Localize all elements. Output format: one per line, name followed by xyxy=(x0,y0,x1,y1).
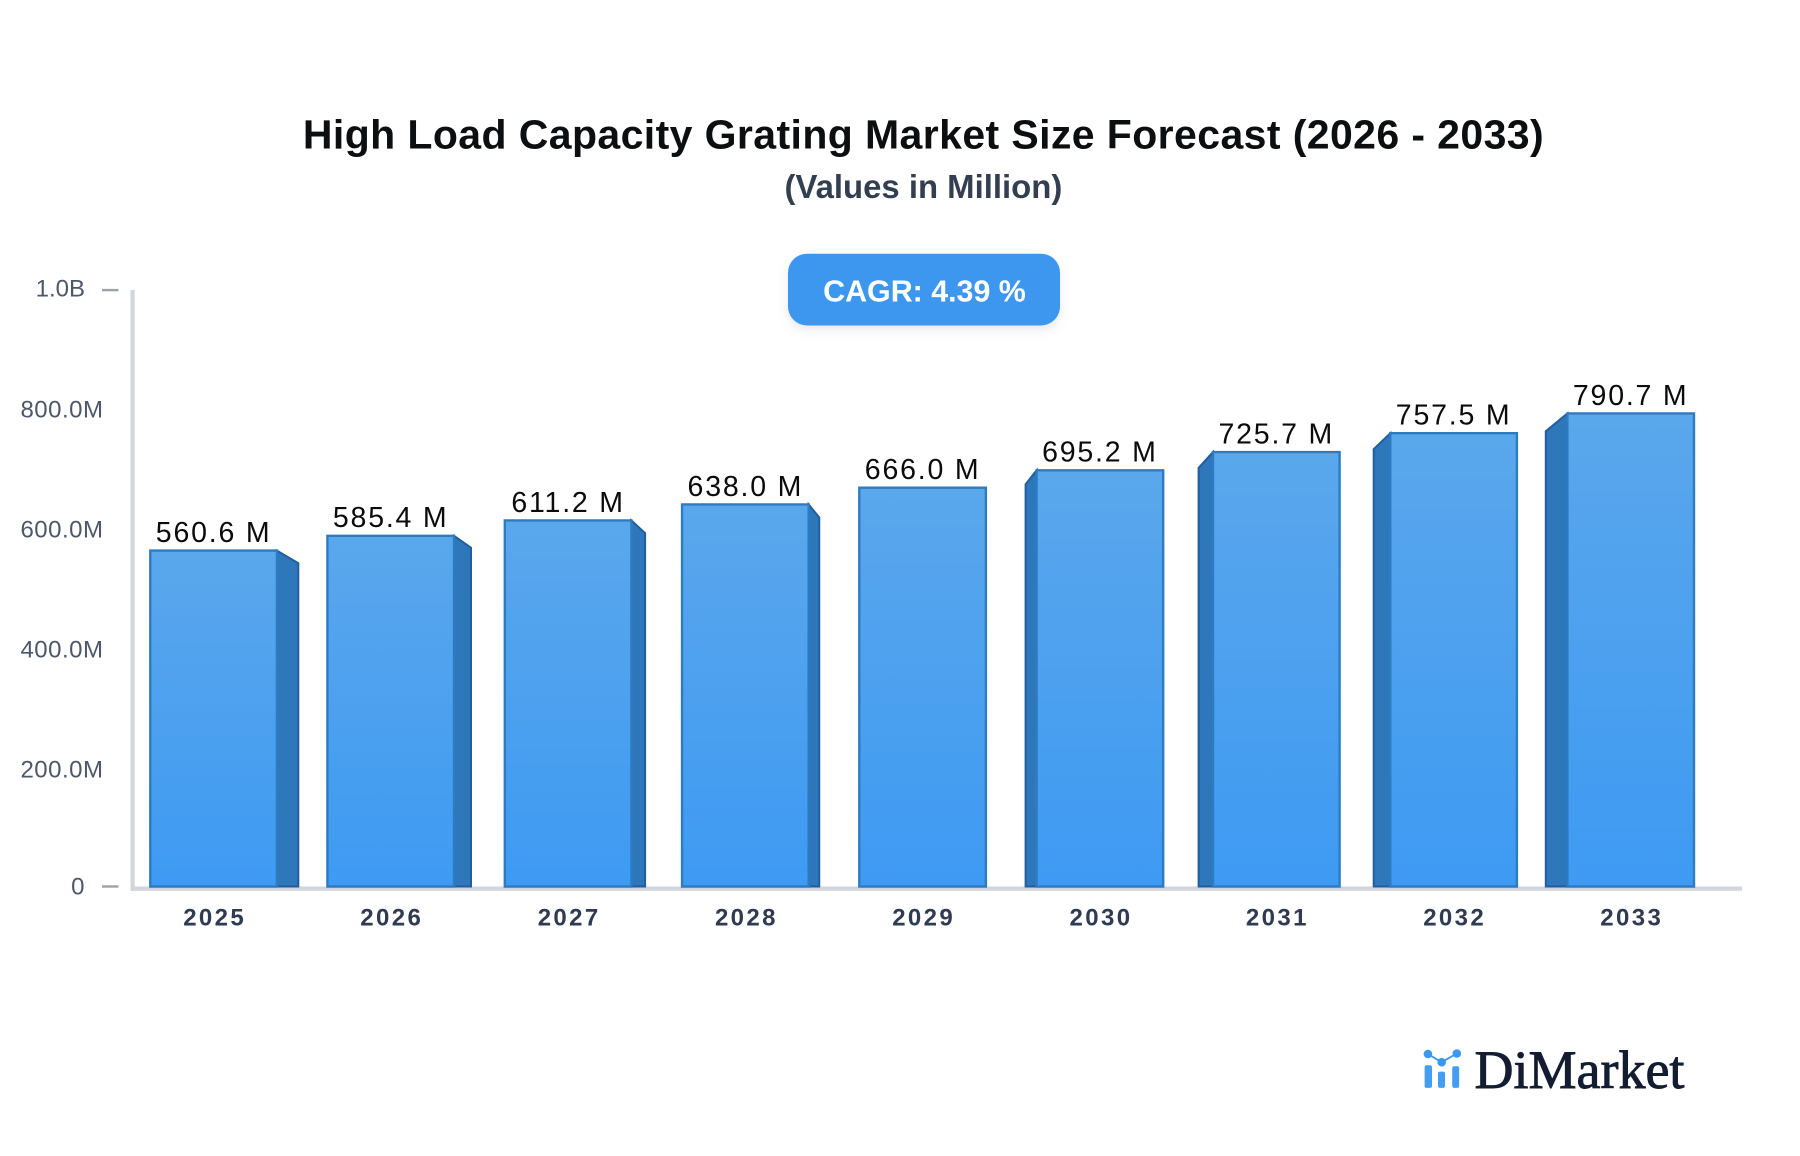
svg-text:200.0M: 200.0M xyxy=(20,756,103,783)
svg-text:High Load Capacity Grating Mar: High Load Capacity Grating Market Size F… xyxy=(303,111,1544,157)
svg-text:400.0M: 400.0M xyxy=(20,636,103,663)
svg-text:2027: 2027 xyxy=(538,905,601,932)
svg-text:2033: 2033 xyxy=(1600,905,1663,932)
svg-text:1.0B: 1.0B xyxy=(36,276,85,303)
svg-text:695.2 M: 695.2 M xyxy=(1042,437,1158,469)
svg-text:DiMarket: DiMarket xyxy=(1475,1040,1685,1100)
svg-text:800.0M: 800.0M xyxy=(20,397,103,424)
svg-text:757.5 M: 757.5 M xyxy=(1396,400,1512,432)
svg-text:2029: 2029 xyxy=(892,905,955,932)
svg-text:638.0 M: 638.0 M xyxy=(688,471,804,503)
svg-text:611.2 M: 611.2 M xyxy=(511,487,624,519)
svg-text:2026: 2026 xyxy=(360,905,423,932)
svg-text:0: 0 xyxy=(71,874,84,901)
svg-text:560.6 M: 560.6 M xyxy=(156,517,272,549)
svg-text:725.7 M: 725.7 M xyxy=(1219,419,1335,451)
svg-text:2025: 2025 xyxy=(183,905,246,932)
svg-text:2030: 2030 xyxy=(1070,905,1133,932)
svg-text:2028: 2028 xyxy=(715,905,778,932)
svg-text:2032: 2032 xyxy=(1423,905,1486,932)
svg-text:2031: 2031 xyxy=(1246,905,1309,932)
svg-text:790.7 M: 790.7 M xyxy=(1573,380,1689,412)
svg-text:CAGR: 4.39 %: CAGR: 4.39 % xyxy=(823,274,1026,308)
svg-text:(Values in Million): (Values in Million) xyxy=(785,168,1063,205)
svg-text:585.4 M: 585.4 M xyxy=(333,502,449,534)
svg-text:666.0 M: 666.0 M xyxy=(865,454,981,486)
svg-text:600.0M: 600.0M xyxy=(20,517,103,544)
